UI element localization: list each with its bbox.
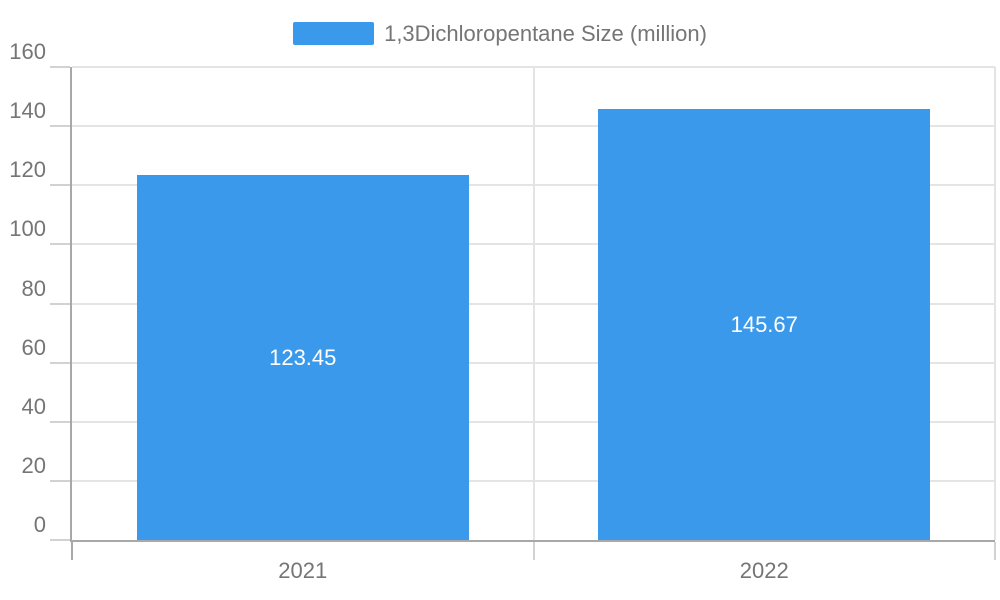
bar-2022[interactable]: 145.67 — [598, 109, 931, 540]
x-axis-label: 2021 — [278, 558, 328, 583]
bar-value-label: 145.67 — [730, 311, 798, 337]
legend-swatch-icon — [293, 21, 375, 45]
y-tick — [50, 243, 70, 246]
y-tick — [50, 125, 70, 128]
x-tick — [994, 542, 996, 560]
x-tick — [71, 542, 73, 560]
legend: 1,3Dichloropentane Size (million) — [0, 19, 1000, 47]
bar-2021[interactable]: 123.45 — [136, 175, 469, 540]
legend-label: 1,3Dichloropentane Size (million) — [384, 20, 707, 46]
x-tick — [532, 542, 535, 560]
y-axis-label: 100 — [9, 216, 46, 242]
y-axis-label: 20 — [21, 452, 46, 478]
legend-item[interactable]: 1,3Dichloropentane Size (million) — [293, 20, 707, 46]
y-axis-label: 160 — [9, 39, 46, 64]
y-tick — [50, 361, 70, 364]
y-axis-label: 40 — [21, 393, 46, 419]
y-axis-label: 140 — [9, 98, 46, 124]
x-axis-label: 2022 — [739, 558, 789, 583]
y-axis-label: 120 — [9, 157, 46, 183]
y-tick — [50, 302, 70, 305]
x-axis-line — [70, 540, 995, 542]
x-grid-line — [994, 67, 996, 540]
y-tick — [50, 66, 70, 68]
x-grid-line — [532, 67, 535, 540]
y-tick — [50, 539, 70, 541]
plot-area: 0 20 40 60 80 100 120 140 160 123.45 2021 145.67 202… — [9, 39, 996, 583]
y-axis-line — [70, 67, 72, 540]
y-tick — [50, 420, 70, 423]
y-tick — [50, 184, 70, 187]
y-axis-label: 0 — [33, 512, 46, 537]
y-axis-label: 60 — [21, 334, 46, 360]
y-tick — [50, 479, 70, 482]
y-axis-label: 80 — [21, 275, 46, 301]
bar-value-label: 123.45 — [269, 344, 337, 370]
